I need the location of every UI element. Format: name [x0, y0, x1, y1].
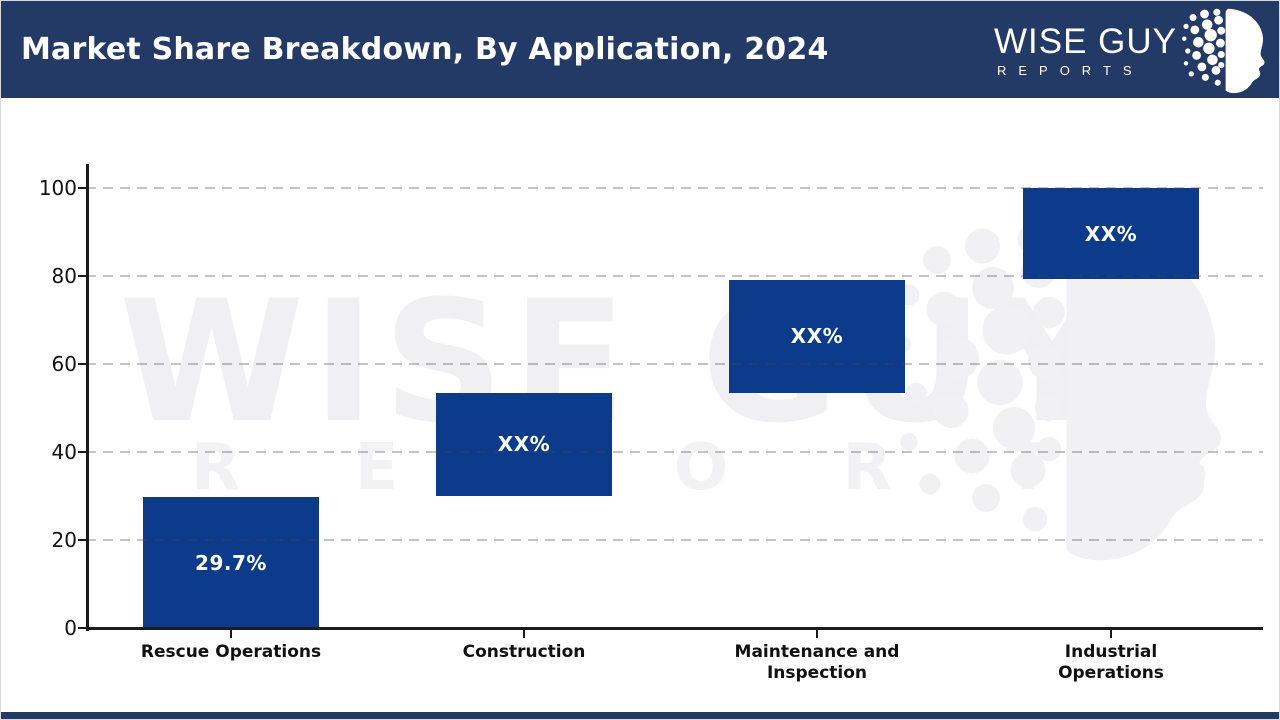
x-axis-line	[86, 627, 1263, 630]
bar-rescue-operations: 29.7%	[143, 497, 319, 628]
x-tick-mark	[816, 630, 818, 638]
footer-bar	[1, 712, 1279, 719]
watermark-head-icon	[893, 225, 1222, 561]
bars-layer: 29.7% XX% XX% XX%	[1, 98, 1279, 712]
y-tick-label-0: 0	[64, 616, 77, 640]
bar-value-label: XX%	[497, 432, 551, 457]
axes-layer: 0 20 40 60 80 100 Rescue Operations Constructi…	[1, 98, 1279, 712]
watermark-layer: WISE GUY R E P O R T S	[1, 98, 1279, 712]
x-axis-label-maintenance-and-inspection: Maintenance and Inspection	[734, 642, 900, 684]
y-tick-label-100: 100	[38, 176, 77, 200]
y-tick-mark-100	[78, 187, 86, 189]
x-axis-label-industrial-operations: Industrial Operations	[1058, 642, 1164, 684]
bar-value-label: 29.7%	[195, 550, 267, 575]
bar-maintenance-and-inspection: XX%	[729, 280, 905, 393]
y-tick-mark-0	[78, 627, 86, 629]
wiseguy-logo: WISE GUY REPORTS	[994, 7, 1267, 95]
y-tick-mark-80	[78, 275, 86, 277]
y-tick-mark-60	[78, 363, 86, 365]
bar-construction: XX%	[436, 392, 612, 496]
y-tick-label-60: 60	[51, 352, 77, 376]
page-title: Market Share Breakdown, By Application, …	[21, 32, 829, 67]
logo-name-text: WISE GUY	[993, 22, 1177, 61]
x-tick-mark	[230, 630, 232, 638]
y-tick-mark-40	[78, 451, 86, 453]
y-tick-label-20: 20	[51, 528, 77, 552]
logo-wordmark: WISE GUY REPORTS	[994, 24, 1177, 78]
y-tick-mark-20	[78, 539, 86, 541]
y-tick-label-80: 80	[51, 264, 77, 288]
y-axis-line	[86, 164, 89, 631]
bar-value-label: XX%	[1084, 221, 1138, 246]
y-tick-label-40: 40	[51, 440, 77, 464]
x-tick-mark	[1110, 630, 1112, 638]
logo-reports-text: REPORTS	[996, 63, 1144, 78]
bar-value-label: XX%	[790, 324, 844, 349]
x-axis-label-construction: Construction	[462, 642, 586, 662]
x-tick-mark	[523, 630, 525, 638]
header-bar: Market Share Breakdown, By Application, …	[1, 1, 1279, 98]
wiseguy-head-icon	[1182, 8, 1265, 94]
bar-industrial-operations: XX%	[1023, 188, 1199, 280]
x-axis-label-rescue-operations: Rescue Operations	[140, 642, 322, 662]
